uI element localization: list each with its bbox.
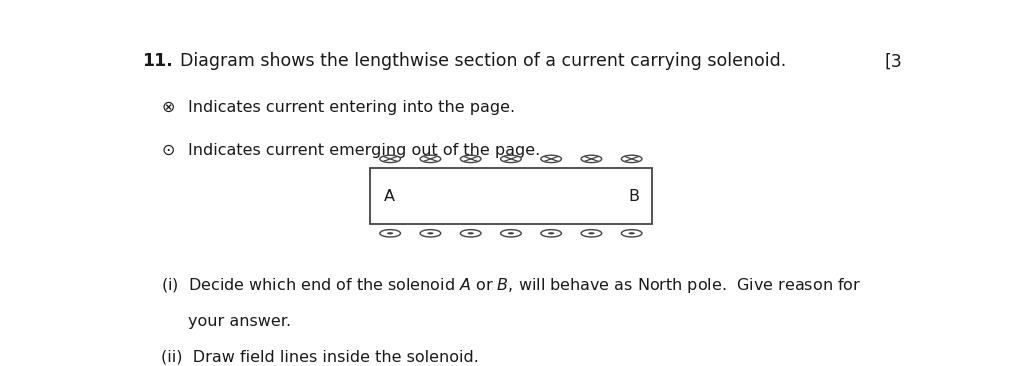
Circle shape bbox=[461, 229, 481, 237]
Circle shape bbox=[420, 155, 440, 163]
Text: Indicates current entering into the page.: Indicates current entering into the page… bbox=[187, 100, 515, 115]
Circle shape bbox=[508, 232, 514, 235]
Circle shape bbox=[629, 232, 635, 235]
Circle shape bbox=[468, 232, 474, 235]
Circle shape bbox=[581, 229, 602, 237]
Circle shape bbox=[380, 155, 400, 163]
Circle shape bbox=[622, 155, 642, 163]
Text: ⊗: ⊗ bbox=[162, 100, 175, 115]
Text: [3: [3 bbox=[884, 52, 902, 70]
Circle shape bbox=[420, 229, 440, 237]
Circle shape bbox=[501, 155, 521, 163]
Circle shape bbox=[541, 229, 561, 237]
Circle shape bbox=[501, 229, 521, 237]
Text: (i)  Decide which end of the solenoid $A$ or $B$, will behave as North pole.  Gi: (i) Decide which end of the solenoid $A$… bbox=[162, 276, 862, 295]
Circle shape bbox=[622, 229, 642, 237]
Circle shape bbox=[548, 232, 554, 235]
Text: B: B bbox=[629, 188, 640, 203]
Circle shape bbox=[387, 232, 393, 235]
Circle shape bbox=[427, 232, 433, 235]
Text: your answer.: your answer. bbox=[187, 314, 291, 329]
Text: Indicates current emerging out of the page.: Indicates current emerging out of the pa… bbox=[187, 143, 540, 157]
Circle shape bbox=[461, 155, 481, 163]
Circle shape bbox=[541, 155, 561, 163]
Circle shape bbox=[588, 232, 595, 235]
Text: (ii)  Draw field lines inside the solenoid.: (ii) Draw field lines inside the solenoi… bbox=[162, 350, 479, 365]
Text: ⊙: ⊙ bbox=[162, 143, 175, 157]
Circle shape bbox=[581, 155, 602, 163]
Circle shape bbox=[380, 229, 400, 237]
Text: Diagram shows the lengthwise section of a current carrying solenoid.: Diagram shows the lengthwise section of … bbox=[179, 52, 785, 70]
Text: A: A bbox=[384, 188, 395, 203]
Text: 11.: 11. bbox=[142, 52, 173, 70]
Bar bbox=[370, 168, 651, 224]
